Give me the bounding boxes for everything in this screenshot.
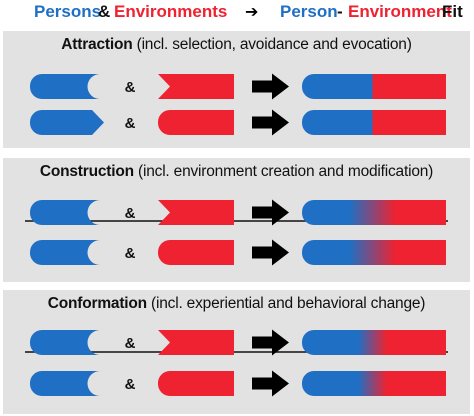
- person-shape: [30, 200, 100, 225]
- fit-row: &: [30, 73, 446, 100]
- header: Persons & Environments ➔ Person - Enviro…: [0, 2, 474, 24]
- person-shape: [30, 330, 100, 355]
- fit-bar: [302, 200, 446, 225]
- fit-row: &: [30, 109, 446, 136]
- ampersand: &: [125, 115, 136, 132]
- panel-title: Attraction (incl. selection, avoidance a…: [3, 36, 470, 54]
- panel-attraction: Attraction (incl. selection, avoidance a…: [3, 31, 470, 148]
- fit-row: &: [30, 329, 446, 356]
- header-environments: Environments: [114, 2, 228, 21]
- environment-shape: [158, 240, 234, 265]
- arrow-icon: [252, 73, 289, 100]
- panel-detail: (incl. experiential and behavioral chang…: [146, 295, 426, 312]
- panel-name: Conformation: [47, 295, 147, 312]
- environment-shape: [158, 74, 234, 99]
- fit-bar: [302, 74, 446, 99]
- ampersand: &: [125, 335, 136, 352]
- environment-shape: [158, 200, 234, 225]
- fit-bar: [302, 110, 446, 135]
- header-environment: Environment: [348, 2, 452, 21]
- header-arrow-icon: ➔: [245, 4, 259, 21]
- fit-row: &: [30, 239, 446, 266]
- fit-bar: [302, 240, 446, 265]
- panel-graphic: &&: [25, 199, 448, 266]
- arrow-icon: [252, 370, 289, 397]
- environment-shape: [158, 371, 234, 396]
- ampersand: &: [125, 79, 136, 96]
- environment-shape: [158, 330, 234, 355]
- fit-row: &: [30, 370, 446, 397]
- panel-construction: Construction (incl. environment creation…: [3, 158, 470, 282]
- panel-title: Construction (incl. environment creation…: [3, 163, 470, 181]
- person-shape: [30, 371, 100, 396]
- header-person: Person: [280, 2, 338, 21]
- header-persons: Persons: [34, 2, 102, 21]
- panel-graphic: &&: [25, 329, 448, 397]
- header-amp: &: [98, 2, 111, 21]
- ampersand: &: [125, 376, 136, 393]
- fit-bar: [302, 371, 446, 396]
- panel-detail: (incl. environment creation and modifica…: [133, 163, 434, 180]
- header-fit: Fit: [442, 2, 463, 21]
- fit-row: &: [30, 199, 446, 226]
- ampersand: &: [125, 245, 136, 262]
- panel-name: Attraction: [61, 36, 133, 53]
- ampersand: &: [125, 205, 136, 222]
- arrow-icon: [252, 199, 289, 226]
- person-shape: [30, 74, 100, 99]
- person-shape: [30, 110, 104, 135]
- panel-detail: (incl. selection, avoidance and evocatio…: [132, 36, 412, 53]
- fit-bar: [302, 330, 446, 355]
- panel-graphic: &&: [30, 73, 446, 136]
- arrow-icon: [252, 239, 289, 266]
- person-shape: [30, 240, 100, 265]
- panel-title: Conformation (incl. experiential and beh…: [3, 295, 470, 313]
- arrow-icon: [252, 329, 289, 356]
- environment-shape: [158, 110, 234, 135]
- header-dash: -: [337, 2, 343, 21]
- arrow-icon: [252, 109, 289, 136]
- panel-name: Construction: [39, 163, 134, 180]
- panel-conformation: Conformation (incl. experiential and beh…: [3, 290, 470, 414]
